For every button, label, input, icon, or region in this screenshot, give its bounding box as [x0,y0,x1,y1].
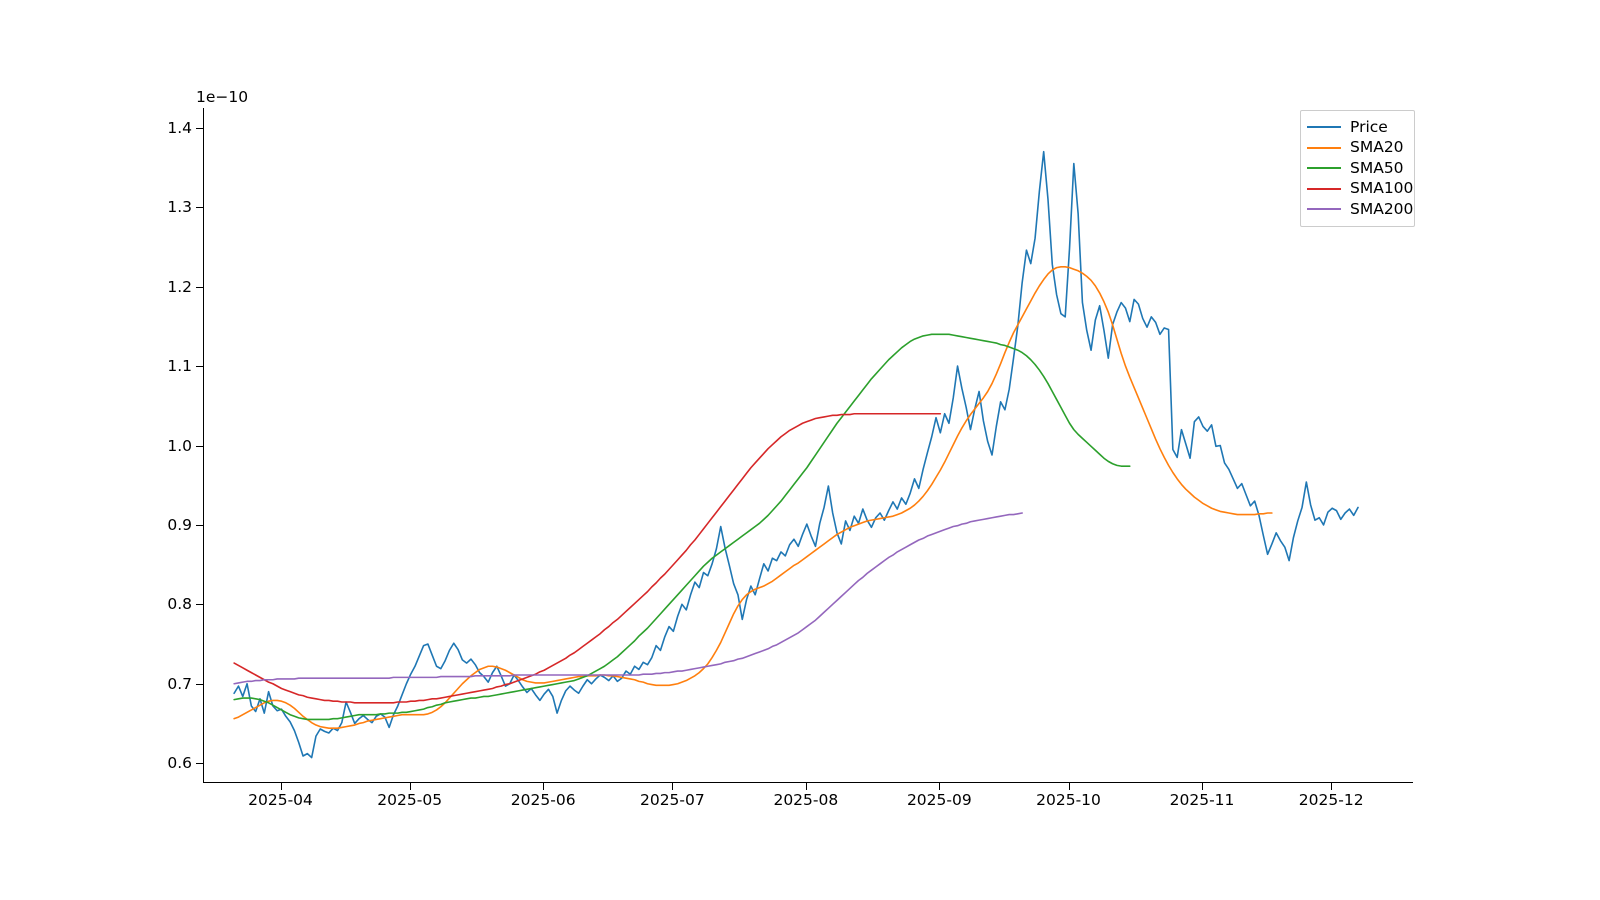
x-tick-mark [409,783,411,790]
series-line-sma100 [233,412,942,704]
legend-label: SMA200 [1350,199,1414,218]
x-tick-mark [543,783,545,790]
x-tick-mark [805,783,807,790]
x-tick-label: 2025-12 [1298,791,1364,809]
x-tick-label: 2025-08 [773,791,839,809]
y-tick-label: 0.8 [167,595,192,614]
legend-item-sma50[interactable]: SMA50 [1307,158,1406,179]
y-tick-label: 0.7 [167,674,192,693]
y-tick-label: 1.1 [167,357,192,376]
x-tick-mark [1202,783,1203,790]
y-tick-mark [196,207,203,209]
y-tick-mark [196,127,203,129]
x-tick-mark [1331,783,1333,790]
y-tick-label: 1.4 [167,118,192,137]
y-tick-mark [196,763,203,765]
legend-label: SMA100 [1350,179,1414,197]
y-tick-label: 1.0 [167,436,192,455]
y-tick-mark [196,604,203,606]
y-tick-label: 1.3 [167,198,192,217]
series-line-sma50 [233,333,1131,721]
legend-item-price[interactable]: Price [1307,117,1406,138]
legend-swatch-sma20 [1307,146,1341,149]
y-tick-label: 0.9 [167,515,192,534]
y-tick-mark [196,366,203,368]
y-tick-label: 0.6 [167,754,192,773]
legend-item-sma100[interactable]: SMA100 [1307,179,1413,200]
legend-label: Price [1350,117,1388,136]
x-tick-mark [939,783,941,790]
x-tick-mark [1068,783,1070,790]
y-tick-mark [196,524,203,526]
x-tick-label: 2025-07 [639,791,705,809]
y-tick-label: 1.2 [167,277,192,296]
series-line-sma200 [233,512,1023,685]
chart-lines [233,150,1359,759]
y-tick-mark [196,445,203,447]
y-tick-mark [196,683,203,685]
x-tick-mark [280,783,282,790]
legend-label: SMA20 [1350,138,1404,156]
x-tick-label: 2025-10 [1036,791,1101,809]
legend-item-sma200[interactable]: SMA200 [1307,199,1413,220]
x-tick-label: 2025-06 [510,791,576,809]
plot-axes [203,108,1413,783]
series-line-price [233,150,1359,759]
legend-swatch-sma100 [1307,187,1341,190]
legend-swatch-sma200 [1307,208,1341,211]
legend-swatch-sma50 [1307,167,1341,170]
legend-item-sma20[interactable]: SMA20 [1307,138,1406,159]
series-line-sma20 [233,266,1273,730]
x-tick-label: 2025-11 [1169,791,1235,809]
chart-legend[interactable]: Price SMA20 SMA50 SMA100 SMA200 [1300,110,1415,227]
y-axis-offset-text: 1e−10 [196,88,249,106]
x-tick-label: 2025-09 [906,791,972,809]
y-tick-mark [196,286,203,288]
x-tick-label: 2025-04 [248,791,313,809]
legend-swatch-price [1307,126,1341,129]
x-tick-label: 2025-05 [377,791,443,809]
legend-label: SMA50 [1350,158,1404,177]
x-tick-mark [672,783,674,790]
